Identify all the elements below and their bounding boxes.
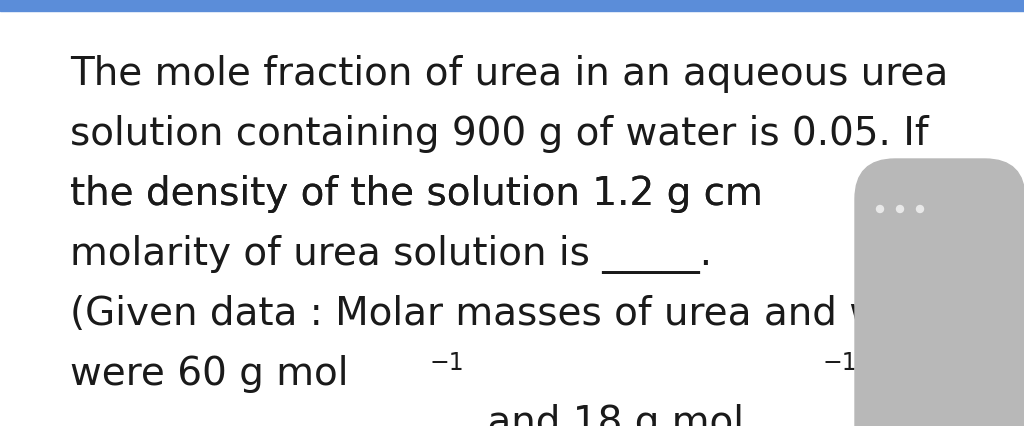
Circle shape bbox=[896, 206, 903, 213]
Text: were 60 g mol: were 60 g mol bbox=[70, 354, 348, 392]
Text: −3: −3 bbox=[964, 170, 998, 194]
Text: The mole fraction of urea in an aqueous urea: The mole fraction of urea in an aqueous … bbox=[70, 55, 948, 93]
Text: , the: , the bbox=[1010, 224, 1024, 262]
Text: (Given data : Molar masses of urea and w: (Given data : Molar masses of urea and w bbox=[70, 294, 881, 332]
Text: the density of the solution 1.2 g cm: the density of the solution 1.2 g cm bbox=[70, 175, 763, 213]
Circle shape bbox=[877, 206, 884, 213]
Text: solution containing 900 g of water is 0.05. If: solution containing 900 g of water is 0.… bbox=[70, 115, 929, 153]
Text: −1: −1 bbox=[429, 350, 464, 374]
Text: and 18 g mol: and 18 g mol bbox=[475, 403, 744, 426]
Text: , respecti: , respecti bbox=[868, 403, 1024, 426]
Bar bbox=[0, 0, 1024, 12]
Text: −1: −1 bbox=[822, 350, 857, 374]
Text: the density of the solution 1.2 g cm: the density of the solution 1.2 g cm bbox=[70, 175, 763, 213]
Circle shape bbox=[916, 206, 924, 213]
FancyBboxPatch shape bbox=[855, 160, 1024, 426]
Text: molarity of urea solution is _____.: molarity of urea solution is _____. bbox=[70, 234, 712, 273]
